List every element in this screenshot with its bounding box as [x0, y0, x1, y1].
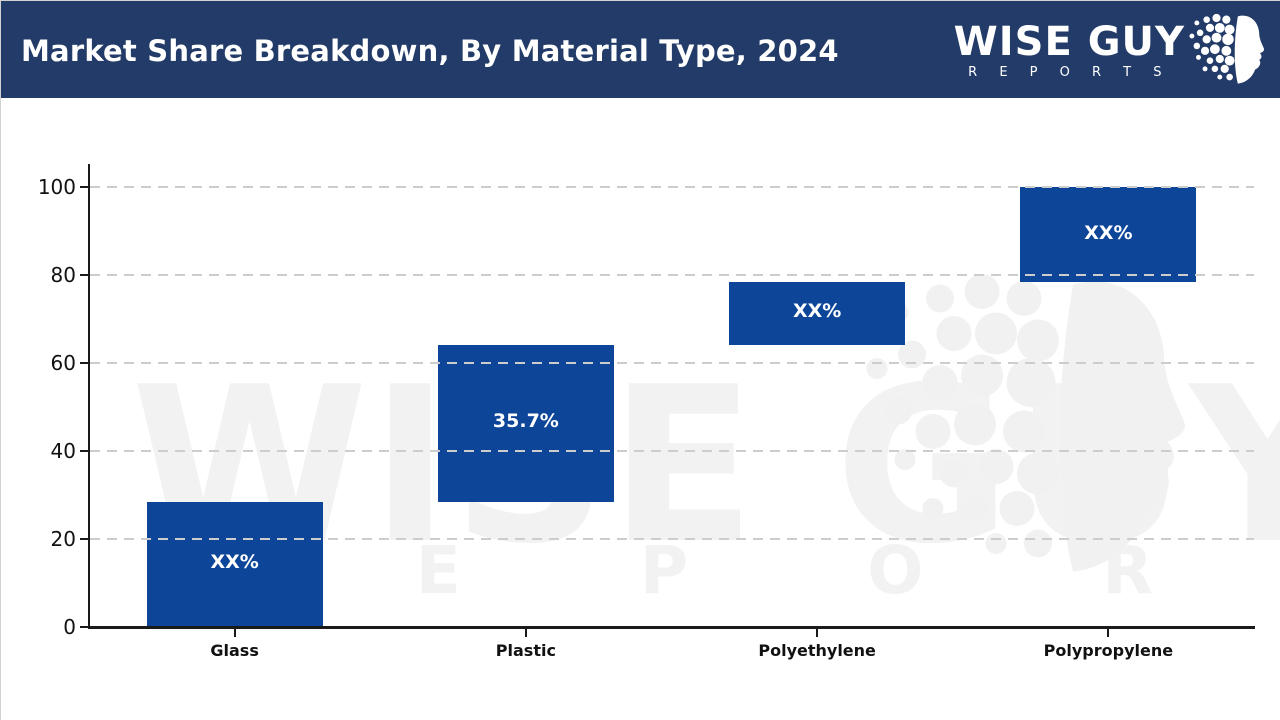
y-axis-tick [80, 626, 89, 628]
y-axis-tick [80, 274, 89, 276]
x-axis-category-label: Glass [210, 641, 259, 660]
gridline-y60 [90, 362, 1254, 364]
gridline-y80 [90, 274, 1254, 276]
bar-polyethylene [729, 282, 906, 345]
x-axis-category-label: Plastic [495, 641, 556, 660]
bar-value-label: XX% [210, 551, 259, 574]
logo-text: WISE GUY R E P O R T S [954, 20, 1185, 81]
header-bar: Market Share Breakdown, By Material Type… [1, 1, 1280, 98]
bar-value-label: XX% [1084, 221, 1133, 244]
bar-value-label: 35.7% [492, 410, 559, 433]
dotted-head-icon [1189, 13, 1265, 84]
x-axis-line [88, 626, 1255, 629]
x-axis-tick [524, 629, 527, 637]
y-axis-tick [80, 538, 89, 540]
watermark-head-icon [866, 274, 1185, 572]
x-axis-tick [1107, 629, 1110, 637]
gridline-y20 [90, 538, 1254, 540]
logo-subtext: R E P O R T S [968, 64, 1171, 80]
x-axis-tick [816, 629, 819, 637]
bar-value-label: XX% [792, 300, 842, 323]
bar-glass [146, 501, 323, 627]
y-axis-tick-label: 60 [50, 351, 76, 375]
y-axis-tick-label: 0 [63, 615, 76, 639]
x-axis-tick [233, 629, 236, 637]
wise-guy-reports-logo: WISE GUY R E P O R T S [954, 7, 1269, 93]
y-axis-tick-label: 80 [50, 263, 76, 287]
y-axis-tick [80, 186, 89, 188]
y-axis-tick-label: 20 [50, 527, 76, 551]
gridline-y100 [90, 186, 1254, 188]
page-title: Market Share Breakdown, By Material Type… [21, 34, 839, 68]
y-axis-tick-label: 100 [37, 175, 76, 199]
x-axis-category-label: Polypropylene [1043, 641, 1174, 660]
chart-area: WISE GUY R E P O R T S 020406080100XX%Gl… [1, 98, 1280, 720]
x-axis-category-label: Polyethylene [758, 641, 876, 660]
y-axis-line [88, 164, 90, 629]
gridline-y40 [90, 450, 1254, 452]
bar-plastic [437, 344, 614, 502]
y-axis-tick-label: 40 [50, 439, 76, 463]
y-axis-tick [80, 362, 89, 364]
y-axis-tick [80, 450, 89, 452]
logo-wordmark: WISE GUY [953, 18, 1185, 65]
bar-polypropylene [1020, 187, 1197, 283]
